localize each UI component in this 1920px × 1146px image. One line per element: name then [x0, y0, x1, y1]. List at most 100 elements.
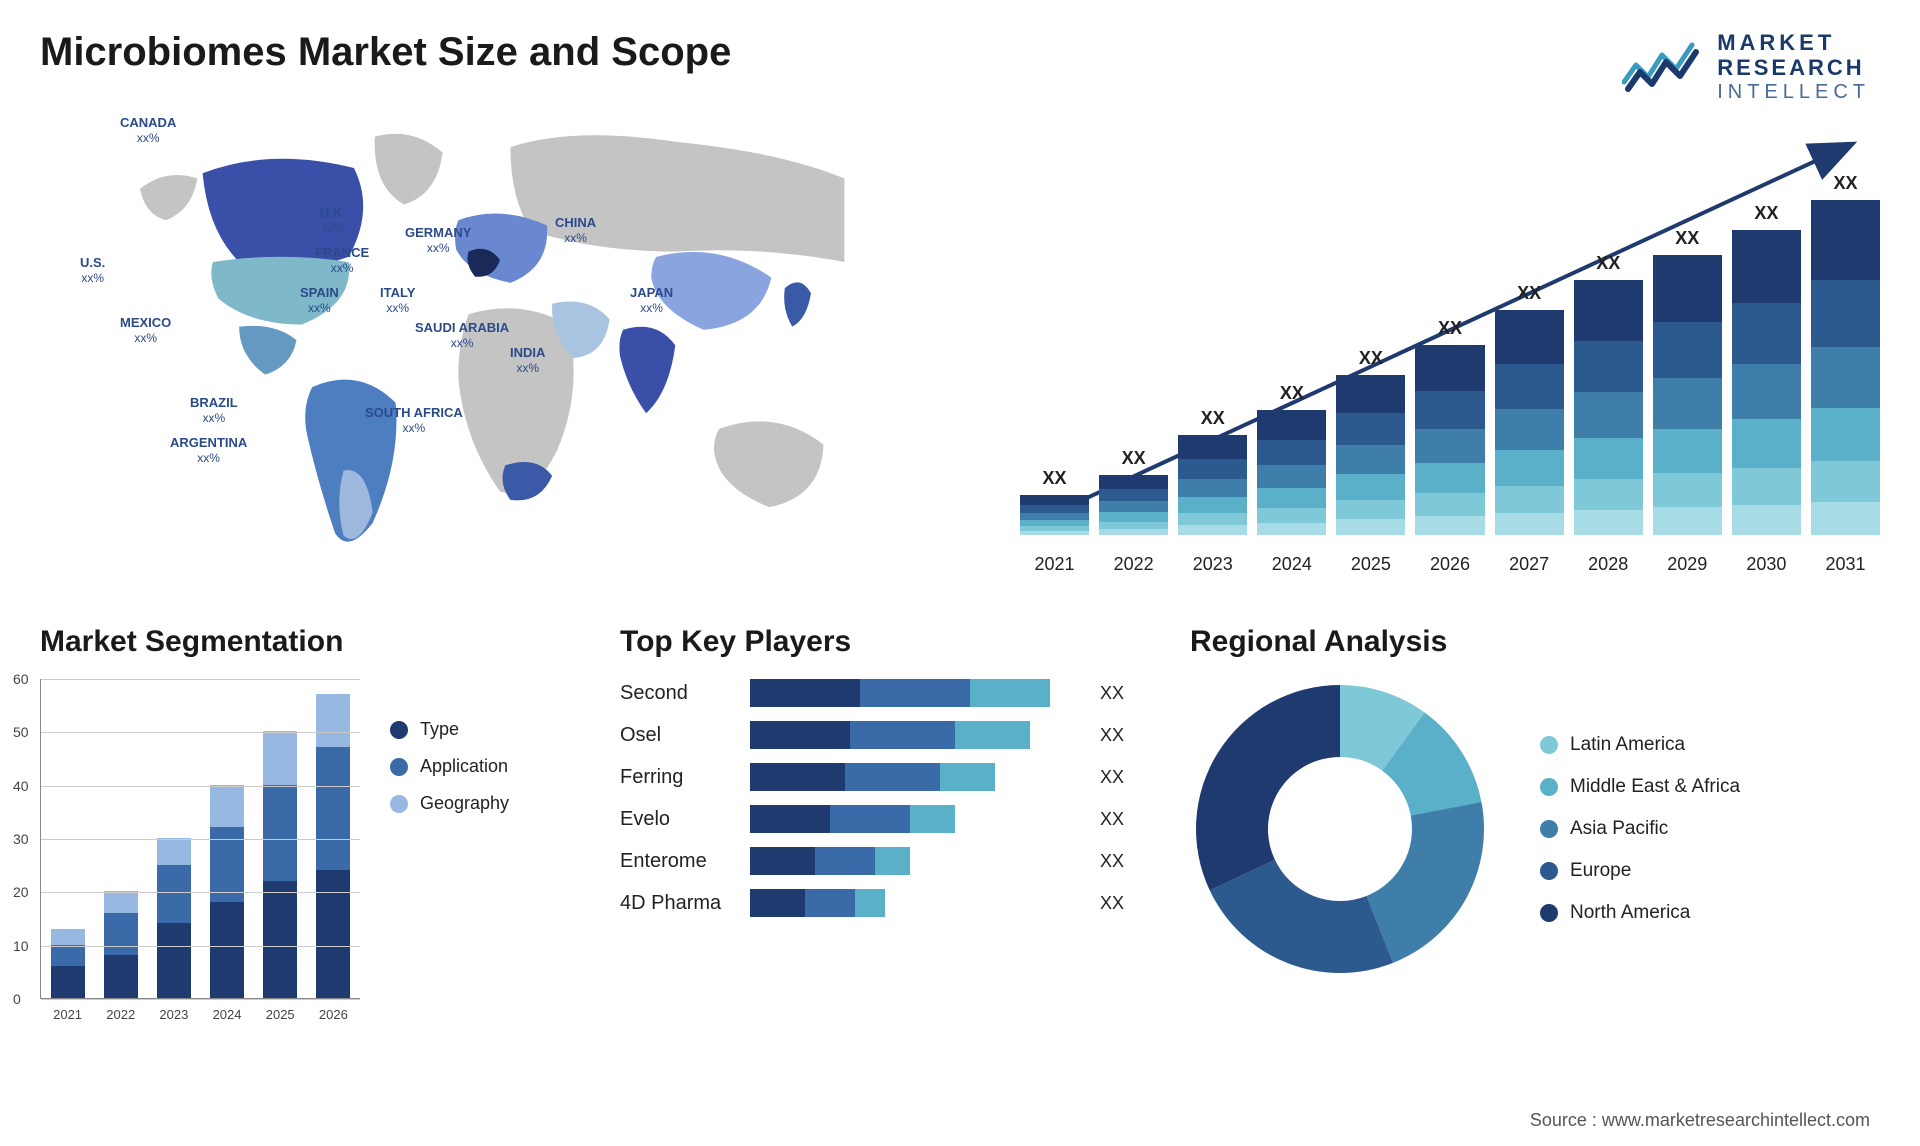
forecast-bar-label: XX [1517, 283, 1541, 304]
regional-panel: Regional Analysis Latin America Middle Ea… [1190, 625, 1880, 1045]
legend-dot-icon [390, 795, 408, 813]
map-label: JAPANxx% [630, 285, 673, 315]
forecast-year-tick: 2026 [1415, 554, 1484, 575]
regional-donut [1190, 679, 1490, 979]
seg-year-tick: 2021 [53, 1007, 82, 1022]
legend-label: Asia Pacific [1570, 818, 1668, 840]
regional-legend: Latin America Middle East & Africa Asia Pa… [1540, 734, 1740, 924]
map-label: INDIAxx% [510, 345, 545, 375]
legend-item: Application [390, 756, 509, 777]
forecast-year-tick: 2023 [1178, 554, 1247, 575]
map-label: SPAINxx% [300, 285, 339, 315]
player-bar [750, 679, 1066, 707]
legend-item: Geography [390, 793, 509, 814]
forecast-year-tick: 2022 [1099, 554, 1168, 575]
donut-slice [1196, 685, 1340, 890]
segmentation-panel: Market Segmentation 20212022202320242025… [40, 625, 570, 1045]
map-label: FRANCExx% [315, 245, 369, 275]
map-label: ARGENTINAxx% [170, 435, 247, 465]
legend-label: Application [420, 756, 508, 777]
player-value: XX [1100, 893, 1140, 914]
player-bar [750, 721, 1066, 749]
player-value: XX [1100, 725, 1140, 746]
forecast-bar: XX [1099, 448, 1168, 535]
forecast-year-tick: 2030 [1732, 554, 1801, 575]
forecast-bar-label: XX [1201, 408, 1225, 429]
legend-label: Europe [1570, 860, 1631, 882]
player-name: 4D Pharma [620, 892, 730, 915]
legend-item: North America [1540, 902, 1740, 924]
forecast-chart: XXXXXXXXXXXXXXXXXXXXXX 20212022202320242… [1020, 95, 1880, 575]
player-value: XX [1100, 851, 1140, 872]
player-name: Osel [620, 724, 730, 747]
legend-dot-icon [1540, 862, 1558, 880]
legend-dot-icon [1540, 820, 1558, 838]
legend-label: Geography [420, 793, 509, 814]
forecast-bar-label: XX [1122, 448, 1146, 469]
player-name: Second [620, 682, 730, 705]
legend-item: Middle East & Africa [1540, 776, 1740, 798]
forecast-year-tick: 2025 [1336, 554, 1405, 575]
donut-slice [1367, 802, 1484, 963]
logo-icon [1622, 37, 1702, 97]
legend-item: Latin America [1540, 734, 1740, 756]
map-label: SOUTH AFRICAxx% [365, 405, 463, 435]
player-name: Evelo [620, 808, 730, 831]
map-label: GERMANYxx% [405, 225, 471, 255]
legend-label: Latin America [1570, 734, 1685, 756]
map-label: CANADAxx% [120, 115, 176, 145]
segmentation-bar [263, 731, 297, 998]
legend-item: Type [390, 719, 509, 740]
forecast-bar: XX [1020, 468, 1089, 535]
seg-year-tick: 2022 [106, 1007, 135, 1022]
forecast-bar-label: XX [1280, 383, 1304, 404]
player-value: XX [1100, 683, 1140, 704]
seg-year-tick: 2024 [213, 1007, 242, 1022]
legend-dot-icon [1540, 736, 1558, 754]
map-label: ITALYxx% [380, 285, 415, 315]
key-players-title: Top Key Players [620, 625, 1140, 659]
segmentation-bar [157, 838, 191, 998]
map-label: BRAZILxx% [190, 395, 238, 425]
seg-ytick: 40 [13, 778, 29, 794]
forecast-year-tick: 2024 [1257, 554, 1326, 575]
player-value: XX [1100, 767, 1140, 788]
legend-dot-icon [390, 721, 408, 739]
source-attribution: Source : www.marketresearchintellect.com [1530, 1110, 1870, 1131]
seg-ytick: 60 [13, 671, 29, 687]
forecast-bar: XX [1336, 348, 1405, 535]
seg-year-tick: 2025 [266, 1007, 295, 1022]
legend-label: Type [420, 719, 459, 740]
forecast-bar: XX [1732, 203, 1801, 535]
forecast-bar: XX [1495, 283, 1564, 535]
page-title: Microbiomes Market Size and Scope [40, 30, 1880, 75]
forecast-bar: XX [1178, 408, 1247, 535]
player-name: Enterome [620, 850, 730, 873]
player-bar [750, 763, 1066, 791]
legend-dot-icon [390, 758, 408, 776]
forecast-year-tick: 2028 [1574, 554, 1643, 575]
player-name: Ferring [620, 766, 730, 789]
forecast-year-tick: 2029 [1653, 554, 1722, 575]
legend-dot-icon [1540, 778, 1558, 796]
player-bar [750, 889, 1066, 917]
logo-text: MARKET RESEARCH INTELLECT [1717, 30, 1870, 104]
forecast-bar-label: XX [1043, 468, 1067, 489]
player-row: Ferring XX [620, 763, 1140, 791]
seg-year-tick: 2023 [159, 1007, 188, 1022]
world-map-panel: CANADAxx%U.S.xx%MEXICOxx%BRAZILxx%ARGENT… [40, 95, 960, 575]
legend-dot-icon [1540, 904, 1558, 922]
regional-title: Regional Analysis [1190, 625, 1880, 659]
forecast-bar: XX [1257, 383, 1326, 535]
player-row: Second XX [620, 679, 1140, 707]
player-row: Enterome XX [620, 847, 1140, 875]
forecast-bar-label: XX [1754, 203, 1778, 224]
forecast-year-tick: 2027 [1495, 554, 1564, 575]
forecast-bar-label: XX [1438, 318, 1462, 339]
forecast-year-tick: 2021 [1020, 554, 1089, 575]
seg-ytick: 0 [13, 991, 21, 1007]
forecast-bar-label: XX [1596, 253, 1620, 274]
legend-item: Europe [1540, 860, 1740, 882]
legend-label: North America [1570, 902, 1690, 924]
map-label: CHINAxx% [555, 215, 596, 245]
